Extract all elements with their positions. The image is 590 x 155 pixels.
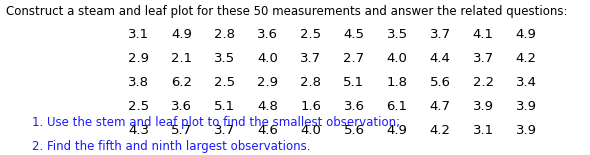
Text: 4.6: 4.6	[257, 124, 278, 137]
Text: 3.9: 3.9	[516, 100, 537, 113]
Text: 4.4: 4.4	[430, 52, 451, 65]
Text: 1.6: 1.6	[300, 100, 322, 113]
Text: 4.9: 4.9	[516, 28, 537, 41]
Text: 3.1: 3.1	[128, 28, 149, 41]
Text: 4.1: 4.1	[473, 28, 494, 41]
Text: 2. Find the fifth and ninth largest observations.: 2. Find the fifth and ninth largest obse…	[32, 140, 311, 153]
Text: 2.5: 2.5	[128, 100, 149, 113]
Text: 2.5: 2.5	[300, 28, 322, 41]
Text: 2.8: 2.8	[300, 76, 322, 89]
Text: 1.8: 1.8	[386, 76, 408, 89]
Text: 2.2: 2.2	[473, 76, 494, 89]
Text: 5.1: 5.1	[343, 76, 365, 89]
Text: 2.8: 2.8	[214, 28, 235, 41]
Text: 4.8: 4.8	[257, 100, 278, 113]
Text: 3.4: 3.4	[516, 76, 537, 89]
Text: 3.5: 3.5	[214, 52, 235, 65]
Text: 5.7: 5.7	[171, 124, 192, 137]
Text: 6.2: 6.2	[171, 76, 192, 89]
Text: 2.1: 2.1	[171, 52, 192, 65]
Text: 3.7: 3.7	[430, 28, 451, 41]
Text: 5.6: 5.6	[343, 124, 365, 137]
Text: 1. Use the stem and leaf plot to find the smallest observation;: 1. Use the stem and leaf plot to find th…	[32, 116, 401, 129]
Text: 3.5: 3.5	[386, 28, 408, 41]
Text: 4.9: 4.9	[171, 28, 192, 41]
Text: 3.1: 3.1	[473, 124, 494, 137]
Text: 5.1: 5.1	[214, 100, 235, 113]
Text: Construct a steam and leaf plot for these 50 measurements and answer the related: Construct a steam and leaf plot for thes…	[6, 5, 568, 18]
Text: 4.9: 4.9	[386, 124, 408, 137]
Text: 3.7: 3.7	[300, 52, 322, 65]
Text: 4.2: 4.2	[516, 52, 537, 65]
Text: 4.0: 4.0	[300, 124, 322, 137]
Text: 3.9: 3.9	[516, 124, 537, 137]
Text: 3.6: 3.6	[343, 100, 365, 113]
Text: 4.0: 4.0	[386, 52, 408, 65]
Text: 4.7: 4.7	[430, 100, 451, 113]
Text: 2.9: 2.9	[128, 52, 149, 65]
Text: 2.5: 2.5	[214, 76, 235, 89]
Text: 3.6: 3.6	[171, 100, 192, 113]
Text: 3.8: 3.8	[128, 76, 149, 89]
Text: 2.7: 2.7	[343, 52, 365, 65]
Text: 3.7: 3.7	[473, 52, 494, 65]
Text: 6.1: 6.1	[386, 100, 408, 113]
Text: 3.6: 3.6	[257, 28, 278, 41]
Text: 3.7: 3.7	[214, 124, 235, 137]
Text: 3.9: 3.9	[473, 100, 494, 113]
Text: 4.0: 4.0	[257, 52, 278, 65]
Text: 4.5: 4.5	[343, 28, 365, 41]
Text: 4.3: 4.3	[128, 124, 149, 137]
Text: 2.9: 2.9	[257, 76, 278, 89]
Text: 5.6: 5.6	[430, 76, 451, 89]
Text: 4.2: 4.2	[430, 124, 451, 137]
